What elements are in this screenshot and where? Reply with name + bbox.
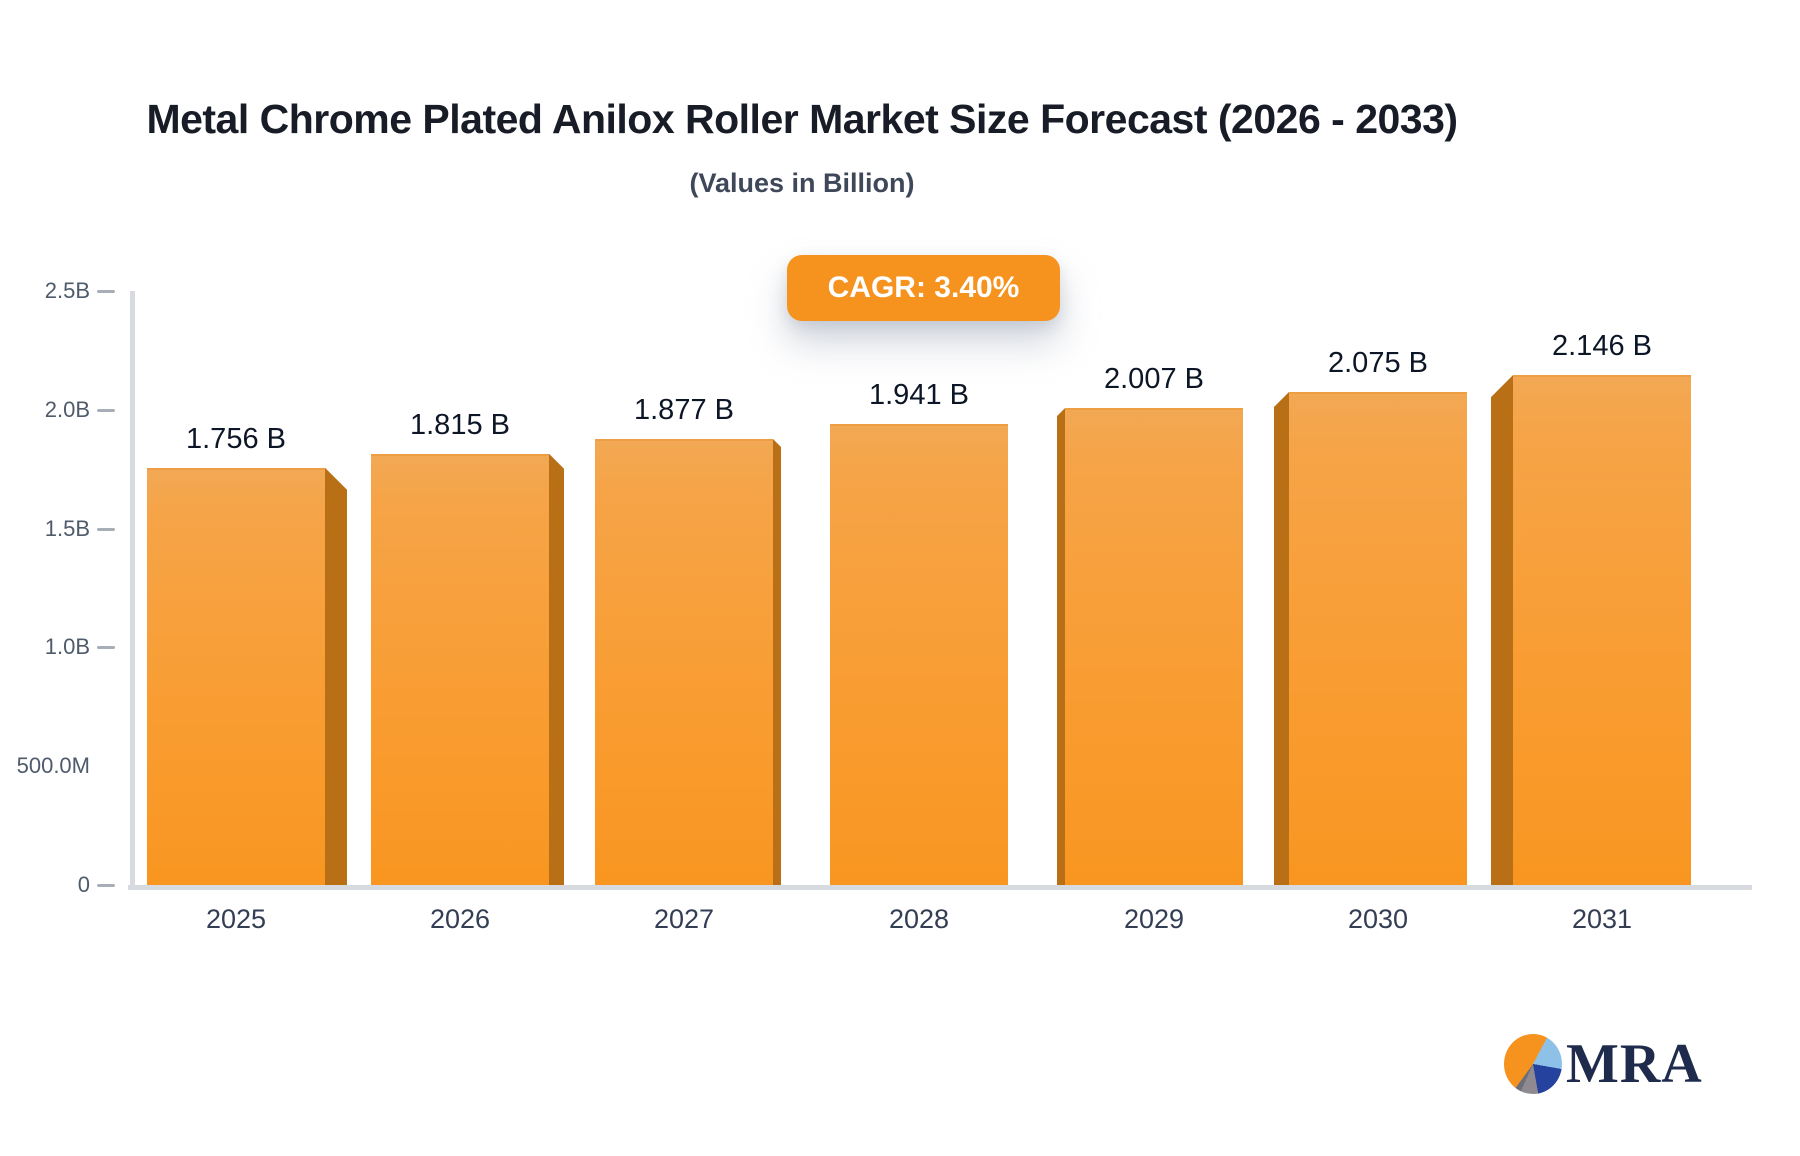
bar-2025 — [147, 467, 325, 885]
y-axis-tick — [97, 290, 115, 293]
y-axis-label: 1.0B — [44, 634, 90, 660]
bar-2031 — [1513, 375, 1691, 885]
x-axis-label: 2025 — [205, 904, 267, 934]
chart-title: Metal Chrome Plated Anilox Roller Market… — [146, 96, 1458, 142]
bar-2028 — [830, 423, 1008, 885]
bar-side-2030 — [1274, 391, 1289, 885]
y-axis-tick — [97, 408, 115, 412]
x-axis-label: 2028 — [888, 904, 950, 934]
y-axis-tick — [97, 646, 115, 650]
x-axis-label: 2030 — [1347, 904, 1409, 934]
x-axis-label: 2031 — [1571, 904, 1633, 934]
pie-chart-logo-icon — [1504, 1034, 1562, 1094]
x-axis-label: 2027 — [653, 904, 715, 934]
chart-subtitle: (Values in Billion) — [689, 168, 915, 198]
bar-2027 — [595, 439, 773, 885]
x-axis-label: 2026 — [429, 904, 491, 934]
bar-side-2026 — [549, 453, 564, 885]
bar-side-2029 — [1057, 408, 1065, 885]
bar-value-label: 1.756 B — [186, 422, 286, 455]
bar-2026 — [371, 453, 549, 885]
y-axis-label: 1.5B — [44, 515, 90, 541]
bar-side-2027 — [773, 439, 781, 885]
y-axis-tick — [97, 884, 115, 887]
cagr-badge: CAGR: 3.40% — [787, 255, 1060, 321]
bar-value-label: 2.075 B — [1328, 346, 1428, 379]
bar-2030 — [1289, 391, 1467, 885]
x-axis-label: 2029 — [1123, 904, 1185, 934]
bar-value-label: 1.815 B — [410, 408, 510, 441]
y-axis-label: 500.0M — [16, 753, 90, 779]
brand-logo: MRA — [1504, 1034, 1703, 1094]
y-axis-line — [130, 291, 135, 890]
bar-side-2025 — [325, 467, 347, 885]
bar-2029 — [1065, 408, 1243, 885]
bar-side-2031 — [1491, 375, 1513, 885]
bar-value-label: 2.007 B — [1104, 363, 1204, 396]
y-axis-label: 2.5B — [44, 278, 90, 303]
brand-logo-text: MRA — [1566, 1033, 1703, 1095]
bar-value-label: 1.941 B — [869, 378, 969, 411]
bar-value-label: 2.146 B — [1552, 330, 1652, 363]
cagr-badge-label: CAGR: 3.40% — [827, 271, 1020, 304]
x-axis-line — [128, 885, 1752, 890]
y-axis-tick — [97, 527, 115, 531]
y-axis-label: 0 — [77, 872, 90, 897]
y-axis-label: 2.0B — [44, 396, 90, 422]
bar-value-label: 1.877 B — [634, 394, 734, 427]
